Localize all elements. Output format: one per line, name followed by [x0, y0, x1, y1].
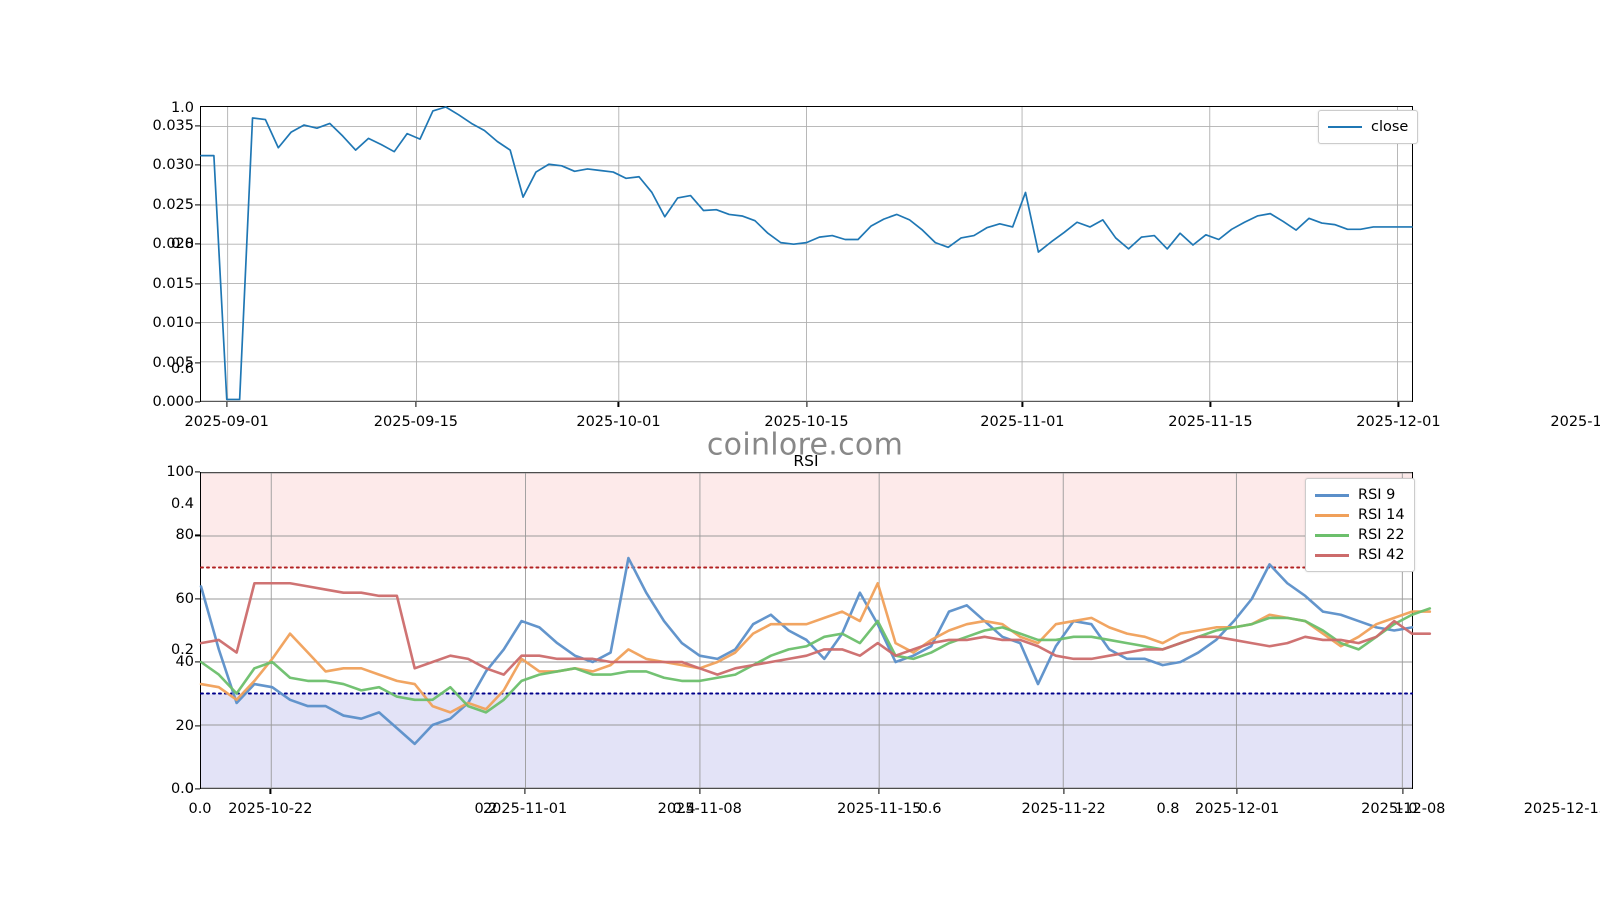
rsi-overlay-xtick-label: 1.0 [1394, 801, 1418, 817]
legend-item: RSI 14 [1315, 505, 1405, 525]
legend-label: RSI 9 [1358, 487, 1396, 503]
legend-line-swatch [1315, 533, 1349, 537]
price-xtick-mark [805, 402, 808, 407]
price-ytick-mark [195, 401, 200, 403]
price-ytick-mark [195, 125, 200, 127]
price-chart-plot [200, 106, 1413, 402]
price-ytick-label: 0.015 [152, 275, 194, 292]
rsi-chart-title: RSI [793, 452, 819, 470]
price-ytick-mark [195, 361, 200, 364]
rsi-chart-plot [199, 472, 1432, 789]
price-xtick-mark [617, 402, 620, 407]
rsi-overlay-xtick-label: 0.4 [672, 801, 696, 817]
rsi-xtick-label: 2025-12-15 [1523, 801, 1600, 817]
rsi-ytick-mark [195, 534, 200, 536]
price-xtick-label: 2025-10-01 [576, 414, 661, 430]
price-ytick-label: 0.010 [152, 315, 194, 332]
rsi-ytick-mark [195, 471, 200, 473]
price-ytick-mark [195, 204, 200, 206]
watermark-coinlore: coinlore.com [706, 427, 904, 463]
rsi-overlay-ytick-label: 0.4 [170, 495, 194, 512]
price-xtick-mark [1397, 402, 1400, 407]
rsi-xtick-label: 2025-11-22 [1021, 801, 1106, 817]
price-ytick-label: 0.005 [152, 354, 194, 371]
price-ytick-mark [195, 283, 200, 285]
legend-line-swatch [1315, 513, 1349, 517]
legend-item: RSI 22 [1315, 525, 1405, 545]
rsi-ytick-mark [195, 788, 200, 790]
price-xtick-mark [415, 402, 417, 407]
rsi-overlay-xtick-label: 0.0 [188, 801, 212, 817]
price-ytick-label: 0.025 [152, 196, 194, 213]
rsi-ytick-mark [195, 661, 200, 663]
rsi-ytick-label: 20 [175, 717, 194, 734]
price-ytick-mark [195, 322, 200, 324]
price-xtick-label: 2025-11-15 [1168, 414, 1253, 430]
price-ytick-label: 0.000 [152, 394, 194, 410]
price-xtick-label: 2025-10-15 [764, 414, 849, 430]
rsi-xtick-mark [1063, 789, 1065, 794]
rsi-overlay-xtick-label: 0.6 [918, 801, 942, 817]
legend-label: RSI 22 [1358, 527, 1405, 543]
legend-line-swatch [1315, 553, 1349, 557]
rsi-ytick-label: 0 [184, 781, 194, 797]
legend-label: RSI 42 [1358, 547, 1405, 563]
legend-line-swatch [1315, 493, 1349, 497]
price-ytick-mark [195, 243, 200, 245]
rsi-chart-legend: RSI 9 RSI 14 RSI 22 RSI 42 [1305, 478, 1415, 572]
rsi-ytick-mark [195, 598, 200, 600]
legend-item: RSI 42 [1315, 545, 1405, 565]
rsi-chart-axes [199, 472, 1432, 789]
rsi-overlay-ytick-label: 0.2 [170, 641, 194, 658]
rsi-overlay-xtick-label: 0.2 [474, 801, 498, 817]
rsi-xtick-mark [878, 789, 880, 794]
price-xtick-mark [1209, 402, 1212, 407]
price-xtick-mark [1021, 402, 1023, 407]
legend-label: close [1371, 119, 1409, 135]
rsi-xtick-mark [524, 789, 526, 794]
price-ytick-label: 0.035 [152, 117, 194, 134]
legend-item: close [1328, 117, 1408, 137]
rsi-overlay-ytick-label: 0.0 [170, 781, 194, 797]
rsi-ytick-label: 40 [175, 654, 194, 671]
rsi-xtick-mark [699, 789, 701, 794]
legend-label: RSI 14 [1358, 507, 1405, 523]
rsi-ytick-label: 100 [166, 464, 194, 480]
rsi-xtick-label: 2025-11-15 [837, 801, 922, 817]
rsi-xtick-label: 2025-11-01 [482, 801, 568, 817]
price-xtick-mark [226, 402, 228, 407]
price-chart-axes [200, 106, 1413, 402]
rsi-xtick-label: 2025-10-22 [228, 801, 313, 817]
rsi-overlay-xtick-label: 0.8 [1156, 801, 1180, 817]
price-xtick-label: 2025-09-01 [184, 414, 269, 430]
rsi-ytick-mark [195, 725, 200, 727]
price-xtick-label: 2025-12-01 [1356, 414, 1441, 430]
price-ytick-label: 0.020 [152, 236, 194, 253]
price-xtick-label: 2025-11-01 [980, 414, 1065, 430]
rsi-ytick-label: 80 [175, 527, 194, 544]
rsi-xtick-label: 2025-12-01 [1194, 801, 1280, 817]
price-chart-legend: close [1318, 110, 1419, 144]
rsi-xtick-label: 2025-12-08 [1361, 801, 1446, 817]
rsi-xtick-mark [1236, 789, 1238, 794]
legend-line-swatch [1328, 126, 1362, 128]
price-overlay-ytick-label: 1.0 [170, 100, 194, 116]
price-xtick-label: 2025-12-15 [1550, 414, 1600, 430]
rsi-xtick-label: 2025-11-08 [657, 801, 742, 817]
price-ytick-label: 0.030 [152, 157, 194, 174]
price-overlay-ytick-label: 0.6 [170, 360, 194, 377]
price-ytick-mark [195, 164, 200, 166]
legend-item: RSI 9 [1315, 485, 1405, 505]
rsi-xtick-mark [1402, 789, 1404, 794]
rsi-xtick-mark [269, 789, 271, 794]
price-xtick-label: 2025-09-15 [373, 414, 459, 430]
rsi-ytick-label: 60 [175, 590, 194, 607]
price-overlay-ytick-label: 0.8 [170, 236, 194, 253]
